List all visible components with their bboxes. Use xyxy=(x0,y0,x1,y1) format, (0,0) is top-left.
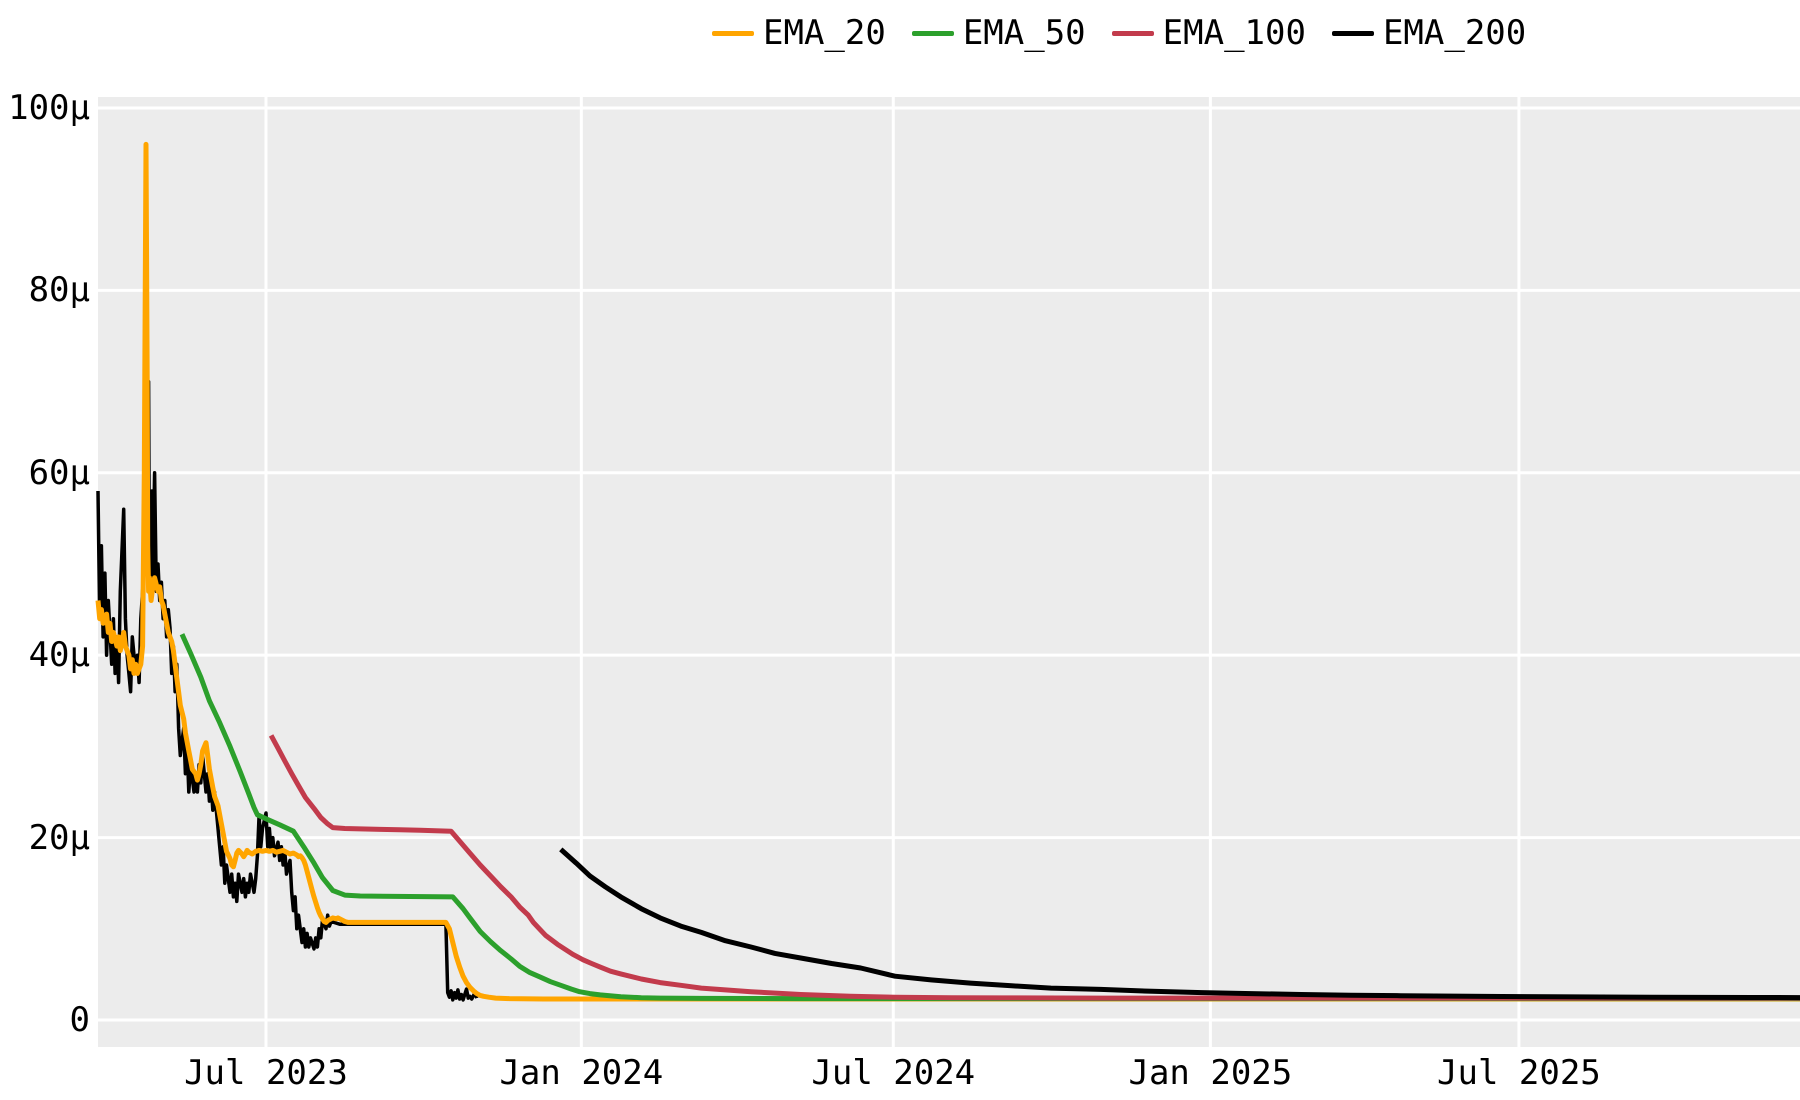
y-tick-label: 40µ xyxy=(28,635,90,676)
series-ema_20-line xyxy=(95,141,1800,1002)
legend-item-ema_100: EMA_100 xyxy=(1111,13,1306,53)
series-ema_100-line xyxy=(268,734,1800,1001)
legend-label: EMA_100 xyxy=(1162,13,1306,53)
y-tick-label: 0 xyxy=(69,1000,90,1040)
legend-label: EMA_200 xyxy=(1382,13,1527,53)
x-tick-label: Jul 2023 xyxy=(184,1053,348,1093)
legend: EMA_20 EMA_50 EMA_100 EMA_200 xyxy=(712,13,1526,53)
legend-item-ema_50: EMA_50 xyxy=(911,13,1086,53)
y-tick-label: 100µ xyxy=(8,87,90,128)
x-tick-label: Jan 2024 xyxy=(499,1053,664,1093)
x-tick-label: Jul 2024 xyxy=(811,1053,976,1093)
y-tick-label: 80µ xyxy=(28,270,90,311)
legend-item-ema_20: EMA_20 xyxy=(712,13,886,53)
series-ema_50-line xyxy=(179,633,1800,1002)
series-ema_200-line xyxy=(559,847,1800,1001)
y-tick-label: 20µ xyxy=(28,817,90,858)
legend-swatch-ema_100 xyxy=(1111,30,1154,36)
legend-label: EMA_20 xyxy=(763,13,886,53)
legend-swatch-ema_50 xyxy=(911,30,954,36)
x-tick-label: Jan 2025 xyxy=(1128,1053,1293,1093)
plot-background xyxy=(98,97,1800,1047)
x-tick-label: Jul 2025 xyxy=(1437,1053,1601,1093)
legend-swatch-ema_200 xyxy=(1331,30,1374,36)
legend-label: EMA_50 xyxy=(962,13,1086,53)
legend-item-ema_200: EMA_200 xyxy=(1331,13,1527,53)
y-tick-label: 60µ xyxy=(28,452,90,493)
legend-swatch-ema_20 xyxy=(712,30,754,36)
